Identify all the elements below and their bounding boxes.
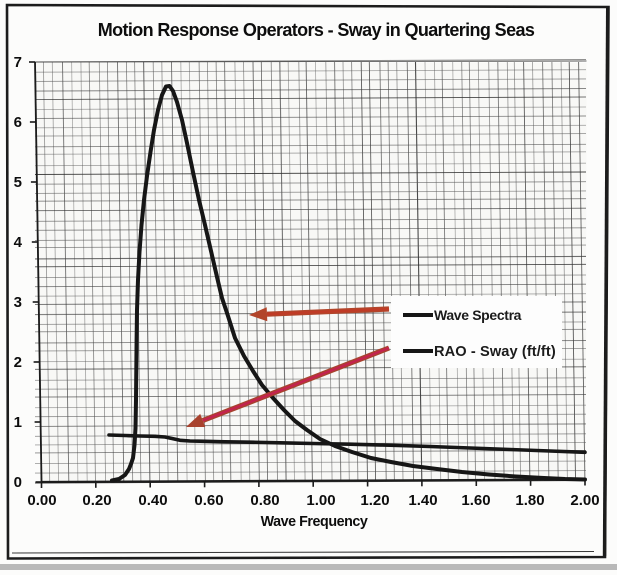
svg-text:0.60: 0.60 [194,492,223,509]
svg-text:1.80: 1.80 [515,492,544,509]
svg-text:Wave Frequency: Wave Frequency [261,514,368,530]
svg-text:RAO - Sway (ft/ft): RAO - Sway (ft/ft) [434,344,556,360]
svg-text:1.60: 1.60 [461,492,490,509]
svg-text:4: 4 [14,234,23,251]
svg-text:5: 5 [14,174,22,191]
svg-text:7: 7 [14,54,22,71]
svg-text:2.00: 2.00 [570,492,599,509]
svg-text:Wave Spectra: Wave Spectra [434,307,522,323]
svg-text:0.80: 0.80 [250,492,279,509]
svg-text:1: 1 [14,414,22,431]
svg-text:0: 0 [14,474,22,491]
svg-text:2: 2 [14,354,22,371]
svg-text:1.00: 1.00 [306,492,335,509]
svg-text:1.40: 1.40 [408,492,437,509]
svg-text:1.20: 1.20 [360,492,389,509]
svg-text:3: 3 [14,294,22,311]
svg-text:0.20: 0.20 [82,492,111,509]
svg-text:0.40: 0.40 [138,492,167,509]
svg-text:Motion Response Operators - Sw: Motion Response Operators - Sway in Quar… [98,20,535,40]
svg-text:6: 6 [14,114,22,131]
svg-text:0.00: 0.00 [27,492,56,509]
